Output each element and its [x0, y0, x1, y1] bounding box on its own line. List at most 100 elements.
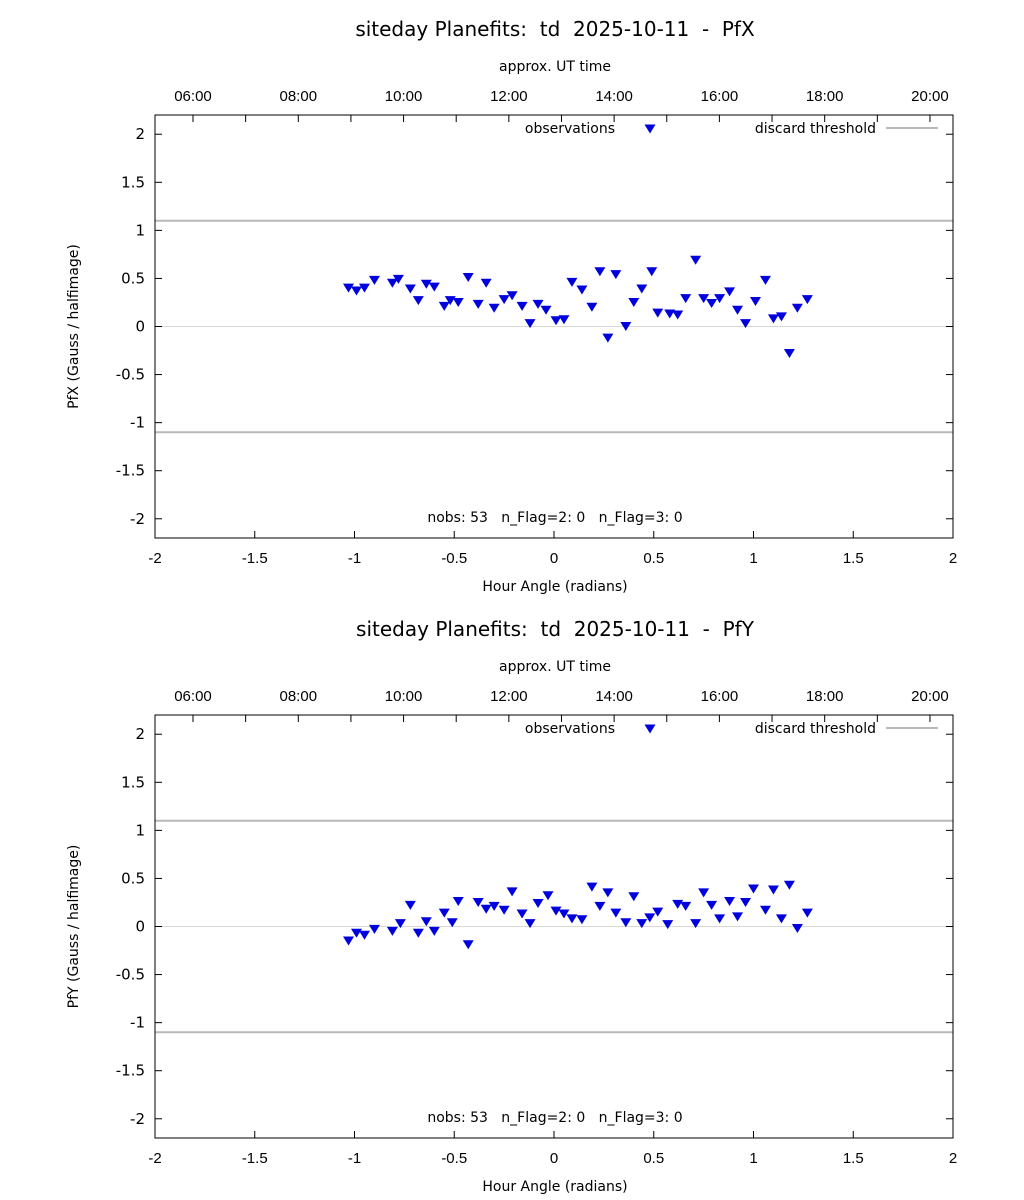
plot-2: siteday Planefits: td 2025-10-11 - PfY ap…: [66, 617, 957, 1195]
observation-point: [586, 302, 598, 312]
top-axis-tick-label: 20:00: [911, 688, 949, 705]
observation-point: [801, 295, 813, 305]
observation-point: [714, 294, 726, 304]
top-axis-tick-label: 16:00: [701, 688, 739, 705]
observation-point: [740, 898, 752, 908]
observation-point: [524, 319, 536, 329]
y-axis-tick-label: 0: [135, 918, 145, 936]
legend-label-discard-threshold: discard threshold: [755, 721, 876, 737]
y-axis-tick-label: 0.5: [121, 269, 145, 287]
observation-point: [404, 900, 416, 910]
observation-point: [472, 299, 484, 309]
observation-point: [343, 283, 355, 293]
observation-point: [664, 309, 676, 319]
observation-point: [386, 926, 398, 936]
observation-point: [480, 904, 492, 914]
y-axis-tick-label: 1: [135, 221, 145, 239]
x-axis-tick-label: -2: [148, 1150, 161, 1167]
observation-point: [542, 891, 554, 901]
y-axis-tick-label: -1: [130, 1014, 145, 1032]
observation-point: [628, 298, 640, 308]
top-axis-tick-label: 08:00: [280, 688, 318, 705]
observation-point: [412, 928, 424, 938]
observation-point: [767, 885, 779, 895]
observation-point: [759, 275, 771, 285]
top-axis-tick-label: 12:00: [490, 688, 528, 705]
x-axis-tick-label: -0.5: [441, 550, 467, 567]
top-axis-tick-label: 14:00: [595, 88, 633, 105]
observations-series: [343, 880, 813, 950]
observation-point: [420, 279, 432, 289]
observation-point: [576, 915, 588, 925]
y-axis-label: PfY (Gauss / halfimage): [66, 845, 82, 1009]
observation-point: [698, 888, 710, 898]
plot-1: siteday Planefits: td 2025-10-11 - PfX ap…: [66, 17, 957, 595]
observation-point: [620, 322, 632, 332]
x-axis-tick-label: 1.5: [843, 1150, 864, 1167]
observation-point: [488, 901, 500, 911]
legend-observation-marker-icon: [644, 724, 656, 734]
observation-point: [506, 291, 518, 301]
observation-point: [438, 908, 450, 918]
observation-point: [350, 286, 362, 296]
observation-point: [594, 901, 606, 911]
observation-point: [498, 295, 510, 305]
observation-point: [775, 312, 787, 322]
observation-point: [558, 909, 570, 919]
observation-point: [358, 930, 370, 940]
observation-point: [462, 273, 474, 283]
observation-point: [791, 923, 803, 933]
observation-point: [480, 278, 492, 288]
top-axis-tick-label: 10:00: [385, 688, 423, 705]
observation-point: [558, 315, 570, 325]
observation-point: [672, 899, 684, 909]
x-axis-tick-label: -1: [348, 1150, 361, 1167]
observation-point: [472, 898, 484, 908]
observation-point: [532, 299, 544, 309]
observation-point: [783, 348, 795, 358]
y-axis-tick-label: -0.5: [116, 966, 145, 984]
observation-point: [452, 298, 464, 308]
y-axis-tick-label: -1: [130, 414, 145, 432]
observation-point: [672, 310, 684, 320]
top-axis-title: approx. UT time: [499, 59, 611, 75]
observation-point: [368, 924, 380, 934]
observation-point: [602, 888, 614, 898]
chart-title: siteday Planefits: td 2025-10-11 - PfX: [355, 17, 755, 41]
observation-point: [550, 906, 562, 916]
observation-point: [438, 301, 450, 311]
legend-label-observations: observations: [525, 121, 615, 137]
observations-series: [343, 255, 813, 358]
legend-label-observations: observations: [525, 721, 615, 737]
x-axis-tick-label: -0.5: [441, 1150, 467, 1167]
observation-point: [586, 882, 598, 892]
observation-point: [662, 920, 674, 930]
x-axis-label: Hour Angle (radians): [482, 1179, 627, 1195]
observation-point: [446, 918, 458, 928]
observation-point: [550, 316, 562, 326]
x-axis-tick-label: 2: [949, 550, 957, 567]
x-axis-tick-label: -1.5: [242, 550, 268, 567]
observation-point: [386, 278, 398, 288]
y-axis-tick-label: -0.5: [116, 366, 145, 384]
legend-observation-marker-icon: [644, 124, 656, 134]
x-axis-tick-label: 0: [550, 1150, 558, 1167]
top-axis-tick-label: 14:00: [595, 688, 633, 705]
top-axis-tick-label: 06:00: [174, 88, 212, 105]
observation-point: [524, 919, 536, 929]
top-axis-tick-label: 18:00: [806, 88, 844, 105]
observation-point: [706, 298, 718, 308]
observation-point: [620, 918, 632, 928]
observation-point: [343, 936, 355, 946]
observation-point: [350, 928, 362, 938]
observation-point: [714, 914, 726, 924]
observation-point: [420, 917, 432, 927]
observation-point: [532, 898, 544, 908]
observation-point: [576, 285, 588, 295]
observation-point: [358, 283, 370, 293]
top-axis-tick-label: 06:00: [174, 688, 212, 705]
observation-point: [628, 892, 640, 902]
observation-point: [636, 919, 648, 929]
x-axis-tick-label: 1.5: [843, 550, 864, 567]
